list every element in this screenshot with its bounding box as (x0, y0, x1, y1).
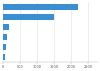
Bar (3, 44, 6, 50)
Bar (3, 4, 78, 10)
Bar (3, 54, 5, 60)
Bar (3, 14, 54, 20)
Bar (3, 24, 9, 30)
Bar (3, 34, 7, 40)
